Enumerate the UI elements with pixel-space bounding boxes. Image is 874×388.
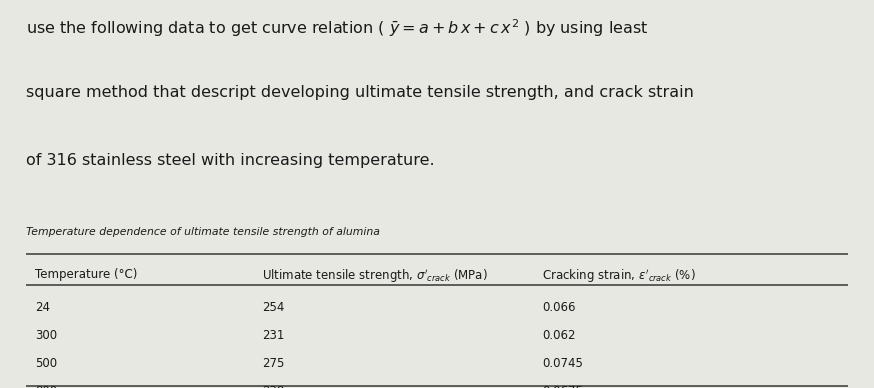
Text: 500: 500 [35, 357, 57, 370]
Text: 0.0675: 0.0675 [542, 385, 583, 388]
Text: of 316 stainless steel with increasing temperature.: of 316 stainless steel with increasing t… [26, 153, 435, 168]
Text: 275: 275 [262, 357, 285, 370]
Text: Temperature (°C): Temperature (°C) [35, 268, 137, 281]
Text: 24: 24 [35, 301, 50, 314]
Text: 0.066: 0.066 [542, 301, 575, 314]
Text: Ultimate tensile strength, $\sigma'_{crack}$ (MPa): Ultimate tensile strength, $\sigma'_{cra… [262, 268, 488, 285]
Text: square method that descript developing ultimate tensile strength, and crack stra: square method that descript developing u… [26, 85, 694, 100]
Text: Cracking strain, $\varepsilon'_{crack}$ (%): Cracking strain, $\varepsilon'_{crack}$ … [542, 268, 696, 285]
Text: 800: 800 [35, 385, 57, 388]
Text: 231: 231 [262, 329, 285, 342]
Text: 254: 254 [262, 301, 285, 314]
Text: 300: 300 [35, 329, 57, 342]
Text: use the following data to get curve relation ( $\bar{y} = a  + b\,x + c\,x^2$ ) : use the following data to get curve rela… [26, 17, 649, 39]
Text: 0.062: 0.062 [542, 329, 575, 342]
Text: 0.0745: 0.0745 [542, 357, 583, 370]
Text: Temperature dependence of ultimate tensile strength of alumina: Temperature dependence of ultimate tensi… [26, 227, 380, 237]
Text: 238: 238 [262, 385, 284, 388]
